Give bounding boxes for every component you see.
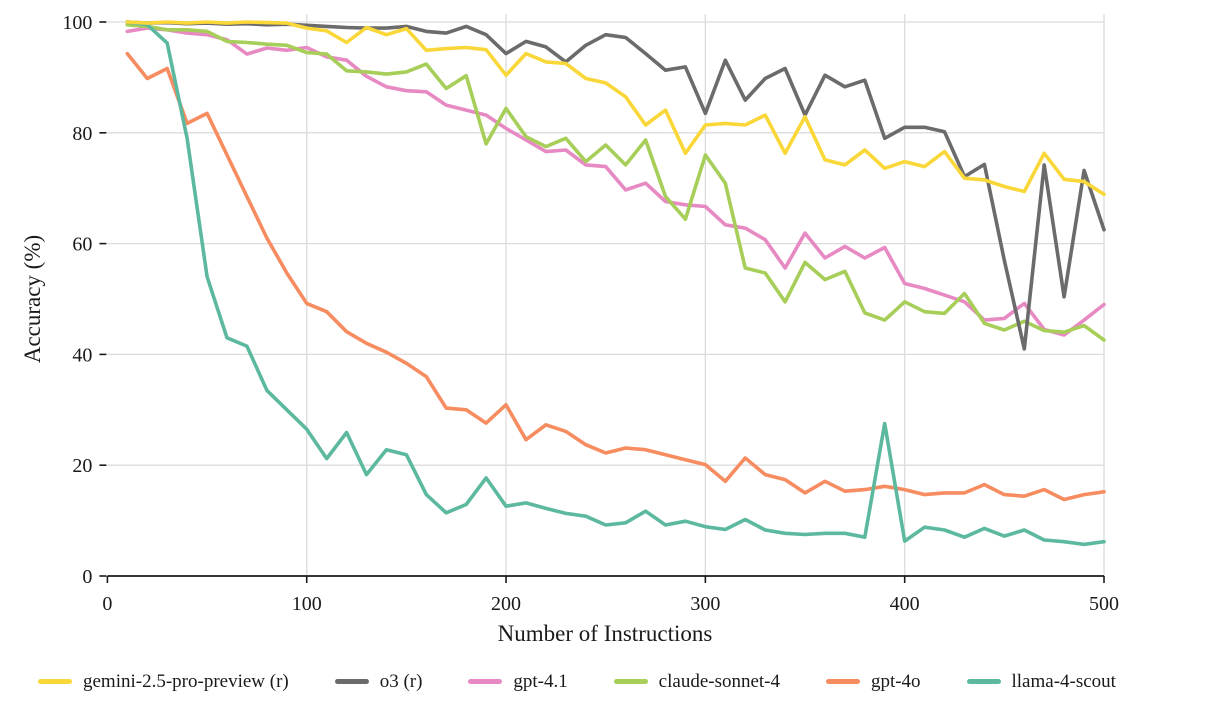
legend-swatch-icon <box>468 679 503 684</box>
plot-area: 0 100 200 300 400 500 0 20 40 60 80 100 Number of I… <box>20 12 1119 646</box>
legend-label: claude-sonnet-4 <box>658 671 781 692</box>
y-tick-label-0: 0 <box>82 566 92 588</box>
legend-label: gemini-2.5-pro-preview (r) <box>83 671 289 692</box>
legend: gemini-2.5-pro-preview (r) o3 (r) gpt-4.1 c… <box>38 672 1116 691</box>
legend-swatch-icon <box>825 679 860 684</box>
legend-label: llama-4-scout <box>1011 671 1116 692</box>
y-tick-label-60: 60 <box>72 234 92 256</box>
legend-item-gemini-2.5-pro-preview-r: gemini-2.5-pro-preview (r) <box>38 672 289 691</box>
legend-swatch-icon <box>966 679 1001 684</box>
series-line-gpt-4.1 <box>125 26 1106 337</box>
legend-label: gpt-4.1 <box>513 671 568 692</box>
legend-swatch-icon <box>38 679 72 684</box>
legend-item-gpt-4.1: gpt-4.1 <box>468 671 568 692</box>
y-axis-title: Accuracy (%) <box>20 235 45 363</box>
x-axis-title: Number of Instructions <box>498 621 713 646</box>
legend-swatch-icon <box>613 679 648 684</box>
legend-item-claude-sonnet-4: claude-sonnet-4 <box>613 671 781 692</box>
tick-labels: 0 100 200 300 400 500 0 20 40 60 80 100 <box>62 12 1119 615</box>
legend-item-o3-r: o3 (r) <box>334 671 423 692</box>
axes <box>99 21 1105 583</box>
y-tick-label-80: 80 <box>72 123 92 145</box>
legend-label: o3 (r) <box>379 671 423 692</box>
x-tick-label-200: 200 <box>491 593 521 615</box>
x-tick-label-400: 400 <box>890 593 920 615</box>
y-tick-label-20: 20 <box>72 455 92 477</box>
series-line-llama-4-scout <box>125 20 1106 547</box>
series-line-claude-sonnet-4 <box>125 22 1106 342</box>
series-lines <box>125 20 1106 547</box>
y-tick-label-100: 100 <box>62 12 92 34</box>
legend-label: gpt-4o <box>870 671 921 692</box>
legend-item-gpt-4o: gpt-4o <box>825 671 921 692</box>
x-tick-label-500: 500 <box>1089 593 1119 615</box>
x-tick-label-300: 300 <box>690 593 720 615</box>
legend-item-llama-4-scout: llama-4-scout <box>966 671 1116 692</box>
series-line-gpt-4o <box>125 51 1106 502</box>
series-line-gemini-2.5-pro-preview-r <box>125 20 1106 197</box>
legend-swatch-icon <box>334 679 369 684</box>
y-tick-label-40: 40 <box>72 344 92 366</box>
x-tick-label-100: 100 <box>292 593 322 615</box>
x-tick-label-0: 0 <box>102 593 112 615</box>
